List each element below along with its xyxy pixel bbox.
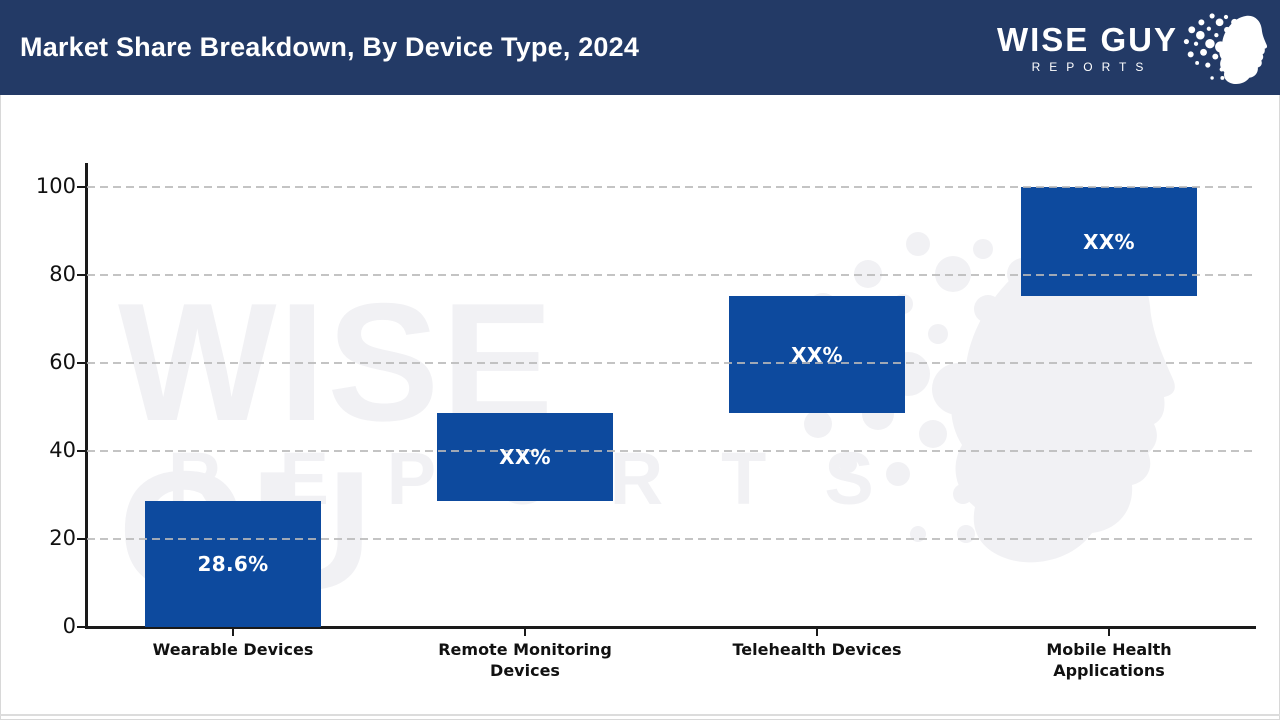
logo-reports-text: REPORTS <box>1031 59 1153 74</box>
y-tick-label: 40 <box>49 438 76 462</box>
y-axis-line <box>85 163 88 629</box>
logo-text: WISE GUY REPORTS <box>997 23 1178 73</box>
y-tick-label: 0 <box>62 614 76 638</box>
x-tick-mark <box>524 629 526 636</box>
x-category-label: Mobile Health Applications <box>1046 640 1172 680</box>
x-category-label: Remote Monitoring Devices <box>438 640 612 680</box>
y-tick-mark <box>77 538 85 540</box>
bar-value-label: XX% <box>499 445 551 470</box>
bar-value-label: XX% <box>1083 229 1135 254</box>
h-gridline <box>87 450 1255 452</box>
market-share-bar <box>437 413 613 502</box>
y-tick-mark <box>77 274 85 276</box>
bar-value-label: XX% <box>791 342 843 367</box>
x-category-label: Telehealth Devices <box>732 640 902 659</box>
header-bar: Market Share Breakdown, By Device Type, … <box>0 0 1280 95</box>
y-tick-mark <box>77 626 85 628</box>
logo-brand-text: WISE GUY <box>996 20 1178 58</box>
y-tick-mark <box>77 450 85 452</box>
y-tick-label: 20 <box>49 526 76 550</box>
x-category-label: Wearable Devices <box>152 640 314 659</box>
wiseguy-logo: WISE GUY REPORTS <box>997 0 1272 95</box>
h-gridline <box>87 274 1255 276</box>
h-gridline <box>87 186 1255 188</box>
bar-value-label: 28.6% <box>197 552 269 577</box>
h-gridline <box>87 362 1255 364</box>
x-axis-line <box>85 626 1256 629</box>
x-tick-mark <box>232 629 234 636</box>
page-title: Market Share Breakdown, By Device Type, … <box>20 32 640 62</box>
h-gridline <box>87 538 1255 540</box>
x-tick-mark <box>816 629 818 636</box>
market-share-bar <box>145 501 321 627</box>
footer-divider-line <box>0 714 1280 716</box>
y-tick-mark <box>77 186 85 188</box>
logo-face-icon <box>1180 8 1272 88</box>
y-tick-label: 100 <box>35 174 76 198</box>
y-tick-label: 60 <box>49 350 76 374</box>
y-tick-mark <box>77 362 85 364</box>
x-tick-mark <box>1108 629 1110 636</box>
y-tick-label: 80 <box>49 262 76 286</box>
